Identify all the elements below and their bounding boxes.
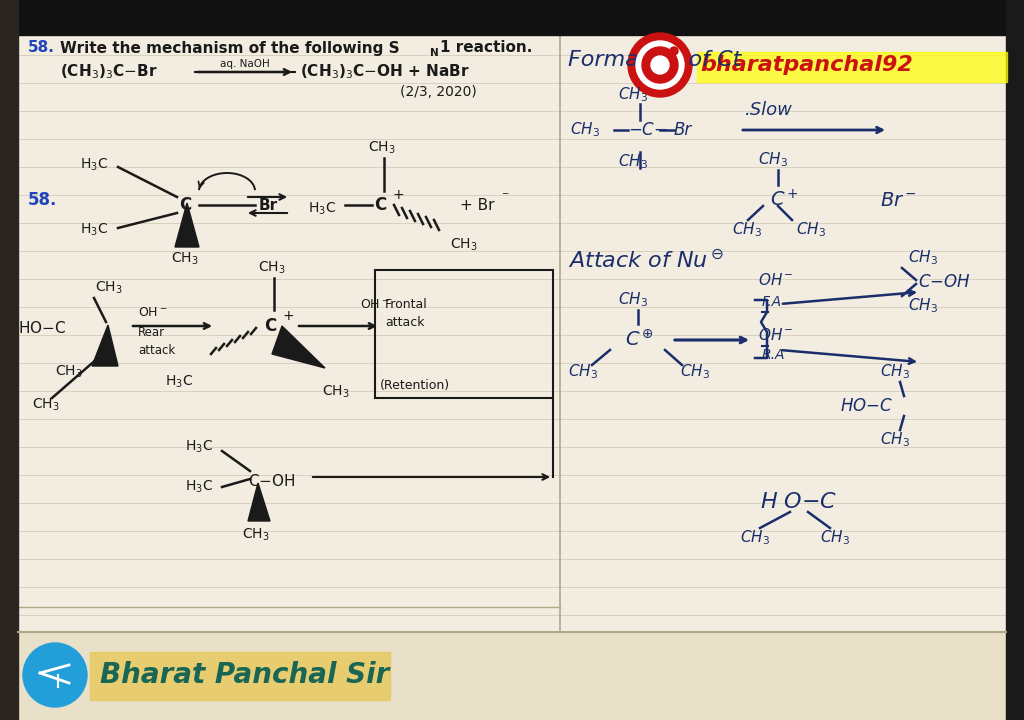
Text: CH$_3$: CH$_3$: [618, 153, 648, 171]
Text: 58.: 58.: [28, 40, 55, 55]
Circle shape: [636, 41, 684, 89]
Bar: [18, 632, 1006, 720]
Text: (2/3, 2020): (2/3, 2020): [400, 85, 477, 99]
Text: C$-$OH: C$-$OH: [248, 473, 295, 489]
Text: CH$_3$: CH$_3$: [450, 237, 477, 253]
Text: CH$_3$: CH$_3$: [618, 86, 648, 104]
Text: CH$_3$: CH$_3$: [242, 527, 269, 543]
Circle shape: [642, 47, 678, 83]
Text: H$_3$C: H$_3$C: [185, 438, 213, 455]
Text: $^-$: $^-$: [500, 191, 510, 204]
Text: CH$_3$: CH$_3$: [796, 220, 826, 239]
Text: CH$_3$: CH$_3$: [568, 363, 598, 382]
Text: 58.: 58.: [28, 191, 57, 209]
Text: Br: Br: [674, 121, 692, 139]
Circle shape: [651, 56, 669, 74]
Circle shape: [628, 33, 692, 97]
Text: +: +: [392, 188, 403, 202]
Text: Br: Br: [259, 197, 279, 212]
Text: CH$_3$: CH$_3$: [732, 220, 762, 239]
Text: N: N: [430, 48, 438, 58]
Text: CH$_3$: CH$_3$: [740, 528, 770, 547]
Text: CH$_3$: CH$_3$: [95, 280, 123, 296]
Text: $-$C$-$: $-$C$-$: [628, 121, 668, 139]
Text: CH$_3$: CH$_3$: [171, 251, 199, 267]
Text: + Br: + Br: [460, 197, 495, 212]
Text: Formation of Ct: Formation of Ct: [568, 50, 741, 70]
Text: (Retention): (Retention): [380, 379, 451, 392]
Polygon shape: [175, 203, 199, 247]
Bar: [0, 0, 18, 720]
Text: CH$_3$: CH$_3$: [570, 121, 600, 140]
Text: OH$^-$: OH$^-$: [360, 297, 389, 310]
Text: C$^\oplus$: C$^\oplus$: [625, 330, 653, 351]
Bar: [0, 0, 1024, 35]
Text: +: +: [282, 309, 294, 323]
Text: CH$_3$: CH$_3$: [680, 363, 711, 382]
Text: C: C: [374, 196, 386, 214]
Text: CH$_3$: CH$_3$: [820, 528, 850, 547]
Text: CH$_3$: CH$_3$: [258, 260, 286, 276]
Text: F.A: F.A: [762, 295, 782, 309]
Polygon shape: [248, 483, 270, 521]
Text: CH$_3$: CH$_3$: [908, 248, 938, 267]
Text: CH$_3$: CH$_3$: [880, 363, 910, 382]
Text: Frontal: Frontal: [385, 297, 428, 310]
Text: (CH$_3$)$_3$C$-$Br: (CH$_3$)$_3$C$-$Br: [60, 63, 158, 81]
Text: CH$_3$: CH$_3$: [758, 150, 788, 169]
Text: OH$^-$: OH$^-$: [758, 272, 794, 288]
Text: CH$_3$: CH$_3$: [322, 384, 349, 400]
Text: CH$_3$: CH$_3$: [618, 291, 648, 310]
Text: HO$-$C: HO$-$C: [840, 397, 893, 415]
Bar: [697, 52, 1007, 82]
Text: CH$_3$: CH$_3$: [368, 140, 395, 156]
Text: C$-$OH: C$-$OH: [918, 273, 971, 291]
Bar: [90, 652, 390, 700]
Text: CH$_3$: CH$_3$: [908, 297, 938, 315]
Text: HO$-$C: HO$-$C: [18, 320, 67, 336]
Polygon shape: [92, 325, 118, 366]
Text: Attack of Nu$^\ominus$: Attack of Nu$^\ominus$: [568, 248, 724, 271]
Text: .Slow: .Slow: [745, 101, 793, 119]
Text: bharatpanchal92: bharatpanchal92: [700, 55, 912, 75]
Text: H$_3$C: H$_3$C: [80, 222, 109, 238]
Text: H O$-$C: H O$-$C: [760, 492, 838, 512]
Text: CH$_3$: CH$_3$: [55, 364, 83, 380]
Polygon shape: [272, 326, 325, 368]
Text: R.A: R.A: [762, 348, 785, 362]
Text: OH$^-$: OH$^-$: [138, 305, 168, 318]
Text: H$_3$C: H$_3$C: [308, 201, 336, 217]
Text: Rear: Rear: [138, 325, 165, 338]
Text: aq. NaOH: aq. NaOH: [220, 59, 269, 69]
Text: OH$^-$: OH$^-$: [758, 327, 794, 343]
Text: H$_3$C: H$_3$C: [80, 157, 109, 174]
Text: C: C: [264, 317, 276, 335]
Text: (CH$_3$)$_3$C$-$OH + NaBr: (CH$_3$)$_3$C$-$OH + NaBr: [300, 63, 470, 81]
Text: CH$_3$: CH$_3$: [880, 431, 910, 449]
Text: H$_3$C: H$_3$C: [185, 479, 213, 495]
Text: Bharat Panchal Sir: Bharat Panchal Sir: [100, 661, 389, 689]
Text: 1 reaction.: 1 reaction.: [440, 40, 532, 55]
Text: Write the mechanism of the following S: Write the mechanism of the following S: [60, 40, 399, 55]
Text: C: C: [179, 196, 191, 214]
Text: attack: attack: [385, 315, 425, 328]
Text: attack: attack: [138, 343, 175, 356]
Text: Br$^-$: Br$^-$: [880, 191, 916, 210]
Text: C$^+$: C$^+$: [770, 189, 799, 211]
Text: H$_3$C: H$_3$C: [165, 374, 194, 390]
Text: CH$_3$: CH$_3$: [32, 397, 59, 413]
Circle shape: [23, 643, 87, 707]
Circle shape: [670, 47, 678, 55]
Bar: [375, 270, 553, 398]
Bar: [1006, 0, 1024, 720]
